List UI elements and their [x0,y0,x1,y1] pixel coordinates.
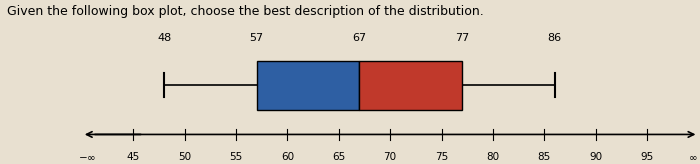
Text: 48: 48 [157,33,172,43]
Text: 86: 86 [547,33,561,43]
Text: 90: 90 [589,152,602,162]
Text: 55: 55 [230,152,243,162]
Text: $-\infty$: $-\infty$ [78,152,96,162]
Text: 75: 75 [435,152,448,162]
Text: 50: 50 [178,152,191,162]
Text: 57: 57 [249,33,264,43]
FancyBboxPatch shape [257,61,359,110]
Text: 45: 45 [127,152,140,162]
Text: Given the following box plot, choose the best description of the distribution.: Given the following box plot, choose the… [7,5,484,18]
Text: 77: 77 [455,33,469,43]
FancyBboxPatch shape [359,61,462,110]
Text: 70: 70 [384,152,397,162]
Text: 85: 85 [538,152,551,162]
Text: 65: 65 [332,152,345,162]
Text: 95: 95 [640,152,654,162]
Text: 80: 80 [486,152,499,162]
Text: 67: 67 [352,33,366,43]
Text: $\infty$: $\infty$ [689,152,698,162]
Text: 60: 60 [281,152,294,162]
